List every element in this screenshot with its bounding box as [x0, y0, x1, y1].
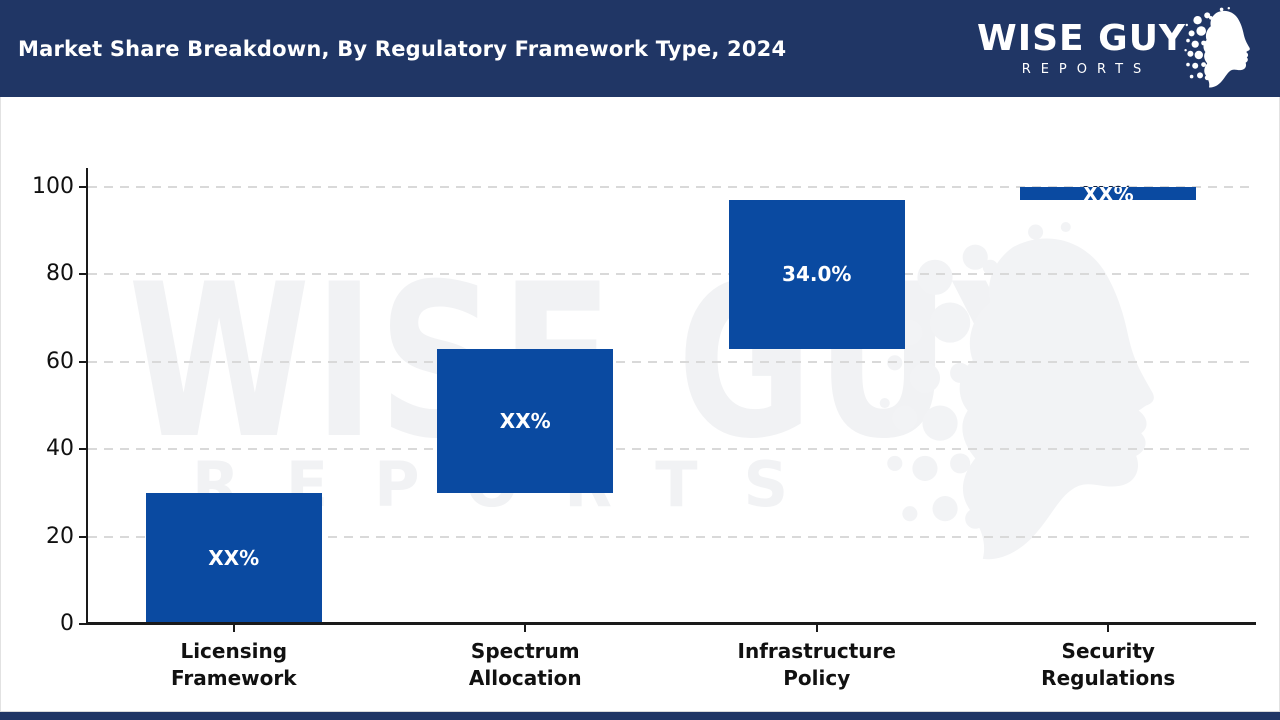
- gridline: [88, 448, 1254, 451]
- bar: [728, 200, 905, 349]
- y-axis-spine: [86, 168, 88, 625]
- page-title: Market Share Breakdown, By Regulatory Fr…: [18, 36, 787, 61]
- y-axis-tick: [79, 186, 87, 188]
- gridline: [88, 535, 1254, 538]
- bar-value-label: 34.0%: [782, 262, 852, 287]
- y-axis-tick-label: 40: [46, 436, 74, 462]
- x-category-label-line: Regulations: [1041, 666, 1176, 690]
- x-category-label-line: Spectrum: [470, 639, 580, 663]
- y-axis-tick: [79, 623, 87, 625]
- y-axis-tick: [79, 273, 87, 276]
- y-axis-tick-label: 100: [32, 174, 74, 199]
- x-axis-tick: [524, 625, 527, 632]
- x-axis-tick: [815, 625, 818, 632]
- footer-bar: [0, 711, 1280, 720]
- x-axis-tick: [1107, 625, 1110, 632]
- x-category-label-line: Allocation: [468, 666, 582, 690]
- bar-value-label: XX%: [208, 546, 260, 571]
- x-category-label: Spectrum Allocation: [469, 638, 582, 692]
- x-category-label: Security Regulations: [1041, 638, 1175, 692]
- bar: [145, 492, 322, 624]
- x-category-label-line: Policy: [783, 666, 851, 690]
- y-axis-tick: [79, 360, 87, 363]
- brand-logo: WISE GUY REPORTS: [977, 6, 1254, 92]
- y-axis-tick: [79, 535, 87, 538]
- x-category-label-line: Framework: [170, 666, 297, 690]
- bar-value-label-dark-part: XX%: [1082, 181, 1134, 206]
- y-axis-tick-label: 0: [60, 611, 74, 636]
- y-axis-tick: [79, 448, 87, 451]
- bar-value-label: XX%: [499, 408, 551, 433]
- x-axis-line: [86, 622, 1256, 625]
- x-category-label-line: Infrastructure: [737, 639, 896, 663]
- header: Market Share Breakdown, By Regulatory Fr…: [0, 0, 1280, 97]
- bar: [1020, 187, 1197, 201]
- x-category-label: Licensing Framework: [171, 638, 297, 692]
- y-axis-tick-label: 20: [46, 523, 74, 549]
- x-category-label-line: Security: [1061, 639, 1155, 663]
- dotted-head-icon: [1182, 6, 1254, 92]
- x-category-label: Infrastructure Policy: [738, 638, 896, 692]
- brand-subtitle: REPORTS: [1021, 61, 1152, 77]
- y-axis-tick-label: 60: [46, 348, 74, 374]
- gridline: [88, 186, 1254, 188]
- brand-name: WISE GUY: [976, 17, 1186, 59]
- y-axis-tick-label: 80: [46, 261, 74, 287]
- gridline: [88, 360, 1254, 363]
- bar-value-label-light-part: XX%: [1082, 181, 1134, 206]
- x-axis-tick: [232, 625, 235, 632]
- gridline: [88, 273, 1254, 276]
- bar: [437, 348, 614, 493]
- x-category-label-line: Licensing: [180, 639, 288, 663]
- bar-value-label: XX% XX%: [1083, 181, 1134, 207]
- brand-text: WISE GUY REPORTS: [976, 17, 1186, 77]
